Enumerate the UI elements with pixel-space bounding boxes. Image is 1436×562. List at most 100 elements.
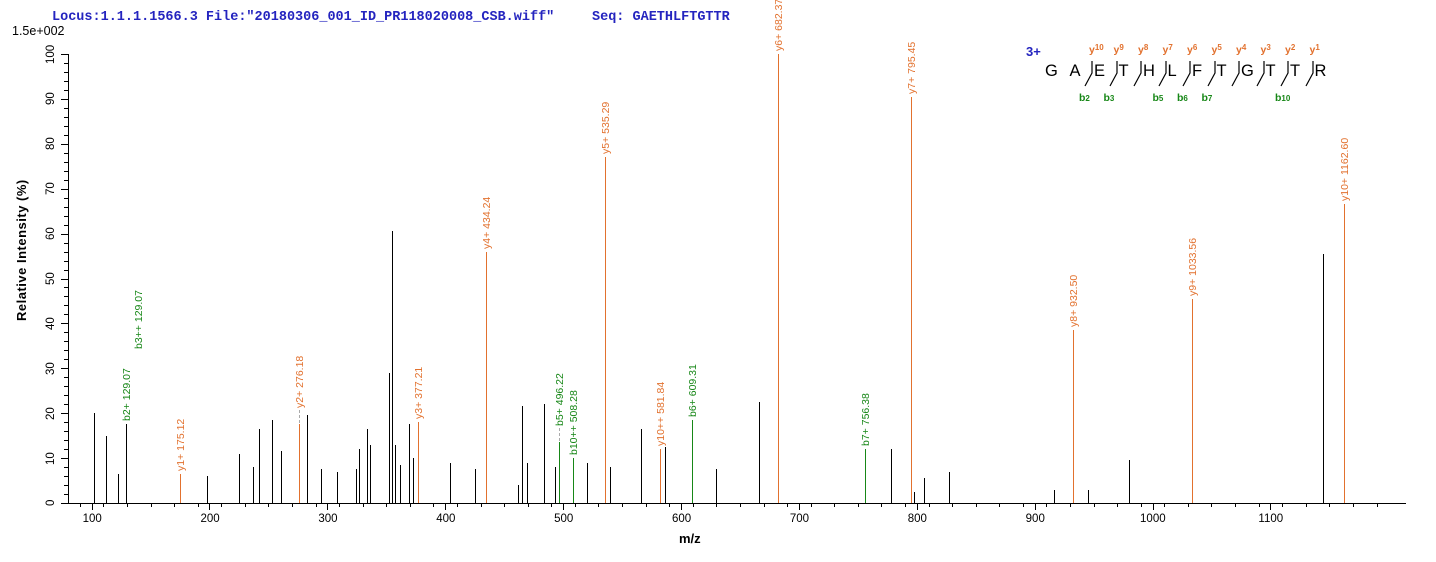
y-tick-label: 20 xyxy=(45,406,57,420)
y-minor-tick xyxy=(64,71,68,73)
y-major-tick xyxy=(61,503,68,504)
x-tick-label: 500 xyxy=(554,513,574,525)
y-minor-tick xyxy=(64,242,68,244)
x-major-tick xyxy=(91,503,93,510)
x-minor-tick xyxy=(1046,503,1048,507)
x-minor-tick xyxy=(409,503,411,507)
x-minor-tick xyxy=(197,503,199,507)
y-minor-tick xyxy=(64,152,68,154)
peak xyxy=(449,462,451,503)
peak-y-ion xyxy=(1192,298,1194,503)
peak-y-ion xyxy=(604,157,606,503)
x-axis-line xyxy=(68,503,1406,504)
y-tick-label: 80 xyxy=(45,137,57,151)
y-minor-tick xyxy=(64,116,68,118)
peak-b-ion xyxy=(125,424,127,503)
residue-letter: E xyxy=(1094,62,1106,80)
y-tick-label: 70 xyxy=(45,182,57,196)
peak xyxy=(336,471,338,503)
x-major-tick xyxy=(798,503,800,510)
peak xyxy=(369,444,371,503)
x-minor-tick xyxy=(1187,503,1189,507)
b-ion-label: b5 xyxy=(1152,92,1164,104)
x-minor-tick xyxy=(574,503,576,507)
cleavage-mark xyxy=(1181,59,1193,94)
peak xyxy=(554,467,556,503)
peak xyxy=(394,444,396,503)
x-minor-tick xyxy=(810,503,812,507)
x-minor-tick xyxy=(527,503,529,507)
x-tick-label: 1100 xyxy=(1258,513,1284,525)
x-major-tick xyxy=(1270,503,1272,510)
x-minor-tick xyxy=(339,503,341,507)
peak xyxy=(355,469,357,503)
x-major-tick xyxy=(1152,503,1154,510)
y-minor-tick xyxy=(64,125,68,127)
y-minor-tick xyxy=(64,179,68,181)
x-axis-title: m/z xyxy=(679,531,701,546)
peak xyxy=(664,446,666,503)
cleavage-mark xyxy=(1206,59,1218,94)
y-ion-label: y7 xyxy=(1162,43,1173,56)
x-minor-tick xyxy=(1329,503,1331,507)
x-minor-tick xyxy=(480,503,482,507)
x-minor-tick xyxy=(315,503,317,507)
y-major-tick xyxy=(61,413,68,415)
x-minor-tick xyxy=(504,503,506,507)
x-minor-tick xyxy=(1305,503,1307,507)
x-major-tick xyxy=(445,503,447,510)
y-tick-label: 50 xyxy=(45,272,57,285)
peak-label: b6+ 609.31 xyxy=(686,364,699,417)
peak xyxy=(253,467,255,503)
y-minor-tick xyxy=(64,467,68,469)
peak xyxy=(307,415,309,503)
x-minor-tick xyxy=(1022,503,1024,507)
y-ion-label: y1 xyxy=(1309,43,1320,56)
x-minor-tick xyxy=(763,503,765,507)
peak xyxy=(367,428,369,503)
x-minor-tick xyxy=(1070,503,1072,507)
peak xyxy=(914,491,916,503)
y-minor-tick xyxy=(64,224,68,226)
peak-y-ion xyxy=(778,54,780,503)
peak xyxy=(758,401,760,503)
peak xyxy=(321,469,323,503)
x-minor-tick xyxy=(268,503,270,507)
peak xyxy=(400,464,402,503)
x-minor-tick xyxy=(904,503,906,507)
y-minor-tick xyxy=(64,251,68,253)
y-axis-line xyxy=(68,54,69,504)
x-minor-tick xyxy=(174,503,176,507)
y-minor-tick xyxy=(64,296,68,298)
peak-label: y10++ 581.84 xyxy=(654,381,667,447)
peak-label: b10++ 508.28 xyxy=(567,390,580,456)
peak xyxy=(117,473,119,503)
x-minor-tick xyxy=(834,503,836,507)
x-minor-tick xyxy=(1235,503,1237,507)
intensity-scale-label: 1.5e+002 xyxy=(12,24,65,38)
x-minor-tick xyxy=(881,503,883,507)
peak-y-ion xyxy=(485,251,487,503)
y-minor-tick xyxy=(64,377,68,379)
residue-letter: G xyxy=(1045,62,1058,80)
y-tick-label: 60 xyxy=(45,227,57,241)
peak-label: y1+ 175.12 xyxy=(175,418,188,471)
peak xyxy=(1128,460,1130,503)
x-tick-label: 600 xyxy=(672,513,692,525)
x-minor-tick xyxy=(787,503,789,507)
y-minor-tick xyxy=(64,314,68,316)
peak xyxy=(408,424,410,503)
peak xyxy=(258,428,260,503)
peak xyxy=(586,462,588,503)
y-major-tick xyxy=(61,143,68,145)
y-tick-label: 40 xyxy=(45,317,57,330)
y-minor-tick xyxy=(64,359,68,361)
b-ion-label: b3 xyxy=(1103,92,1115,104)
y-minor-tick xyxy=(64,449,68,451)
x-tick-label: 300 xyxy=(318,513,338,525)
y-minor-tick xyxy=(64,404,68,406)
x-minor-tick xyxy=(386,503,388,507)
peak-y-ion xyxy=(659,449,661,503)
y-tick-label: 0 xyxy=(45,499,57,506)
